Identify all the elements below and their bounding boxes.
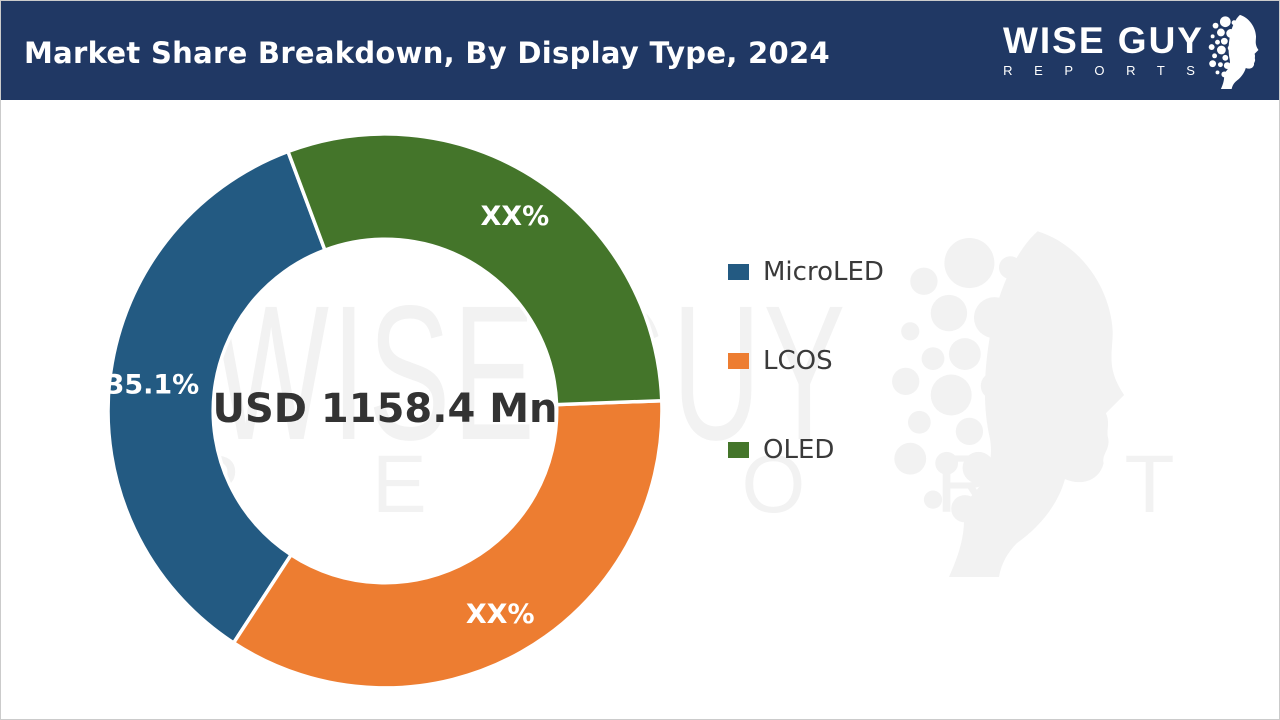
legend-label-lcos: LCOS bbox=[763, 346, 833, 376]
donut-chart: 35.1% XX% XX% bbox=[106, 132, 664, 690]
slice-label-lcos: XX% bbox=[466, 599, 535, 630]
brand-name: WISE GUY bbox=[1002, 20, 1204, 61]
legend-item-microled: MicroLED bbox=[728, 257, 884, 287]
brand-head-icon bbox=[1208, 14, 1259, 89]
brand-subtext: R E P O R T S bbox=[1003, 63, 1204, 78]
legend-item-lcos: LCOS bbox=[728, 346, 884, 376]
donut-segment-oled bbox=[286, 132, 664, 407]
chart-legend: MicroLED LCOS OLED bbox=[728, 257, 884, 527]
brand-wordmark: WISE GUY R E P O R T S bbox=[1002, 20, 1204, 79]
legend-swatch-microled bbox=[728, 264, 749, 280]
slice-label-oled: XX% bbox=[480, 201, 549, 232]
legend-label-oled: OLED bbox=[763, 435, 835, 465]
watermark-head-icon bbox=[892, 231, 1125, 577]
page-title: Market Share Breakdown, By Display Type,… bbox=[24, 36, 830, 70]
legend-label-microled: MicroLED bbox=[763, 257, 884, 287]
header-bar: Market Share Breakdown, By Display Type,… bbox=[0, 0, 1280, 100]
brand-logo: WISE GUY R E P O R T S bbox=[1003, 7, 1268, 93]
legend-swatch-oled bbox=[728, 442, 749, 458]
donut-center-value: USD 1158.4 Mn bbox=[212, 386, 558, 432]
legend-swatch-lcos bbox=[728, 353, 749, 369]
slice-label-microled: 35.1% bbox=[106, 370, 200, 401]
donut-segment-microled bbox=[106, 149, 327, 645]
legend-item-oled: OLED bbox=[728, 435, 884, 465]
donut-segment-lcos bbox=[231, 398, 664, 690]
